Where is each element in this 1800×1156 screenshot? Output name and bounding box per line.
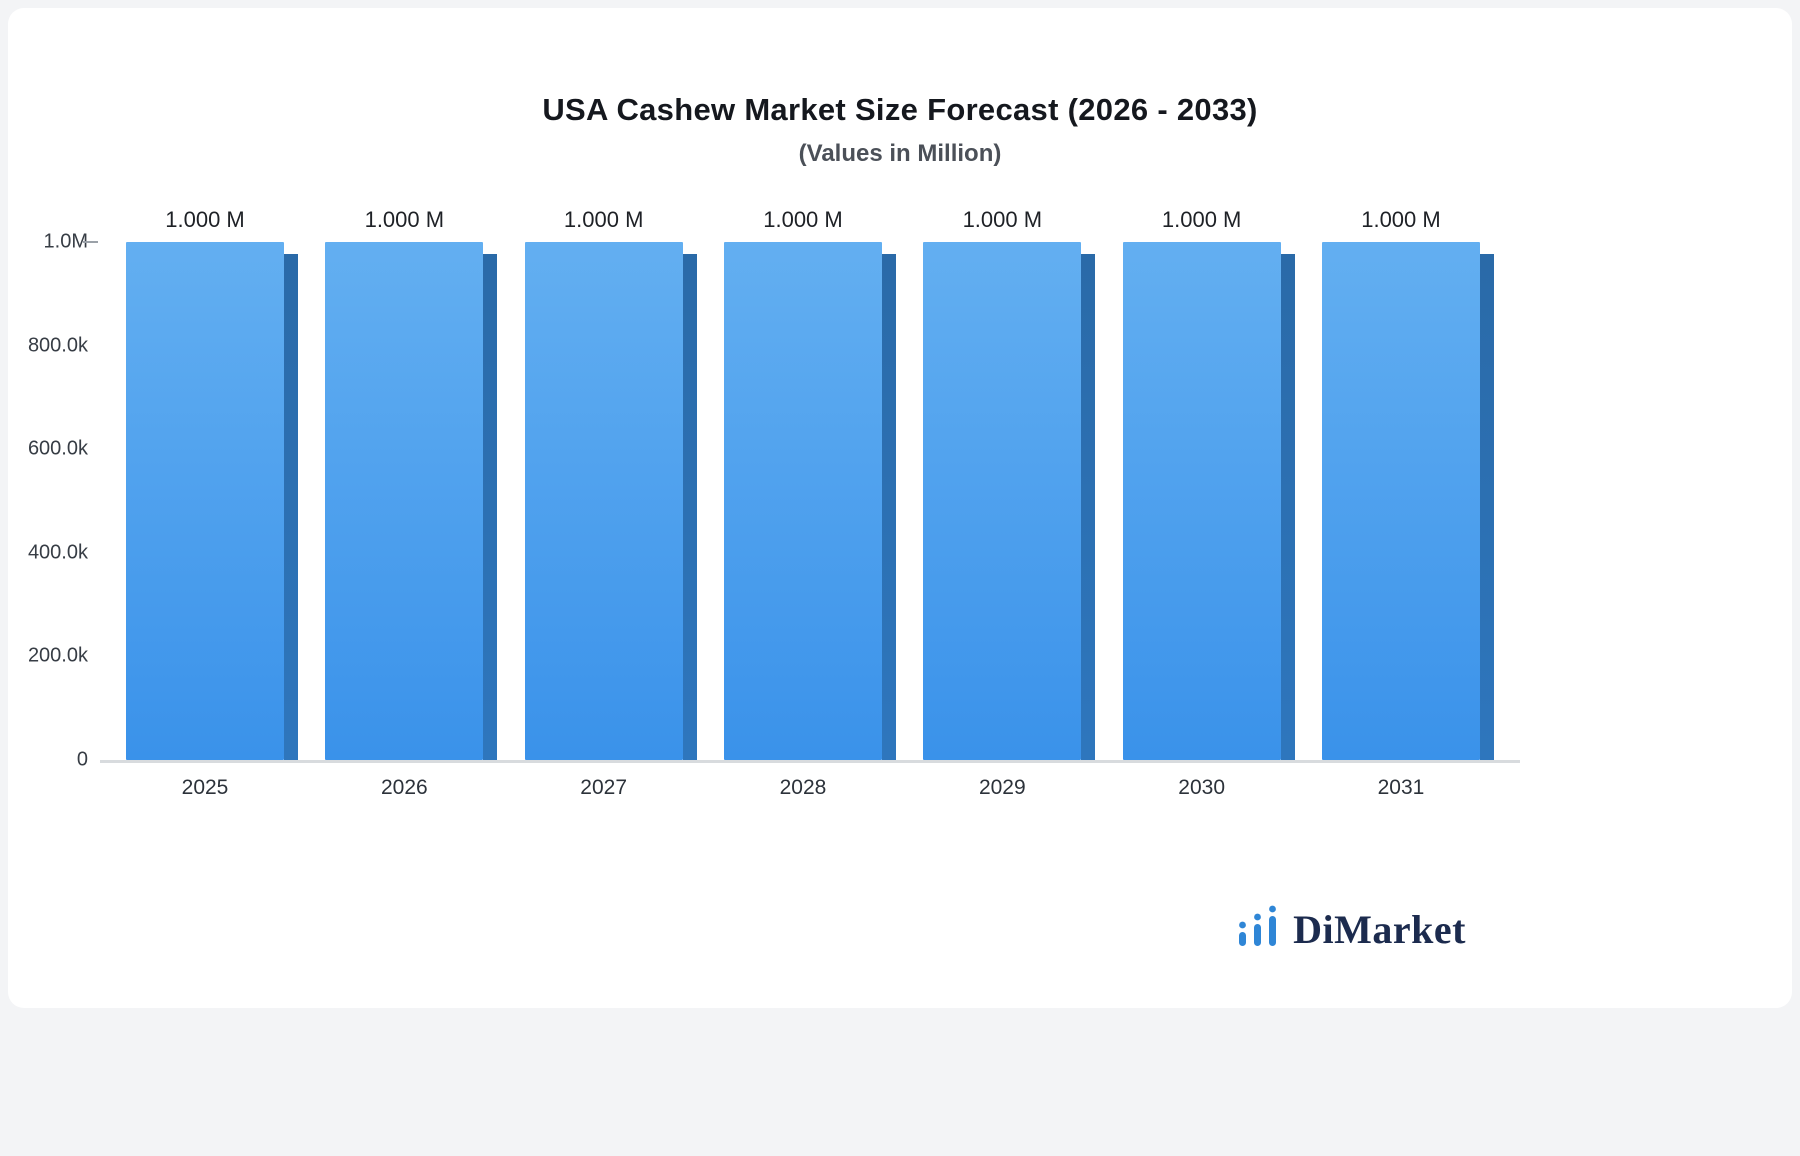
x-axis-label: 2025 — [181, 776, 229, 799]
bar-slot: 1.000 M — [923, 207, 1096, 760]
bar-value-label: 1.000 M — [165, 207, 245, 232]
bar-slot: 1.000 M — [1321, 207, 1494, 760]
brand-logo-text: DiMarket — [1293, 907, 1466, 952]
bar-2031: 1.000 M — [1321, 207, 1494, 760]
bar-slot: 1.000 M — [524, 207, 697, 760]
bar-2026: 1.000 M — [325, 207, 498, 760]
bar-2028: 1.000 M — [723, 207, 896, 760]
brand-logo: DiMarket — [1236, 900, 1466, 950]
bar-side-shadow — [1479, 254, 1494, 760]
chart-card: USA Cashew Market Size Forecast (2026 - … — [8, 8, 1792, 1008]
bar-2027: 1.000 M — [524, 207, 697, 760]
bar-fill — [1321, 242, 1480, 760]
y-axis-labels: 1.0M 800.0k 600.0k 400.0k 200.0k 0 — [0, 231, 88, 771]
y-axis-tick-label: 1.0M — [43, 230, 88, 253]
bar-slot: 1.000 M — [1122, 207, 1295, 760]
bar-side-shadow — [682, 254, 697, 760]
bar-value-label: 1.000 M — [563, 207, 644, 232]
bar-side-shadow — [881, 254, 896, 760]
chart-subtitle: (Values in Million) — [798, 140, 1002, 167]
bar-chart-logo-icon — [1239, 905, 1277, 946]
bar-value-label: 1.000 M — [364, 207, 445, 232]
bar-side-shadow — [1280, 254, 1295, 760]
bar-fill — [524, 242, 683, 760]
bar-side-shadow — [1081, 254, 1096, 760]
y-axis-tick-label: 200.0k — [27, 644, 88, 667]
x-axis-label: 2029 — [978, 776, 1026, 799]
bar-fill — [1122, 242, 1281, 760]
bar-fill — [723, 242, 882, 760]
plot-area: 1.0M 800.0k 600.0k 400.0k 200.0k 0 1.000 M 1.0… — [28, 207, 1520, 771]
bar-2029: 1.000 M — [923, 207, 1096, 760]
chart-title: USA Cashew Market Size Forecast (2026 - … — [542, 92, 1258, 127]
x-axis-label: 2030 — [1178, 776, 1225, 799]
bar-value-label: 1.000 M — [763, 207, 843, 232]
bar-fill — [923, 242, 1082, 760]
bar-side-shadow — [483, 254, 498, 760]
bar-value-label: 1.000 M — [1161, 207, 1242, 232]
bar-2025: 1.000 M — [126, 207, 298, 760]
bar-slot: 1.000 M — [325, 207, 498, 760]
bars-row: 1.000 M 1.000 M 1.000 M 1.000 M 1.000 M 1.000… — [100, 207, 1520, 760]
bar-slot: 1.000 M — [723, 207, 896, 760]
chart: 1.0M 800.0k 600.0k 400.0k 200.0k 0 1.000 M 1.0… — [28, 207, 1520, 800]
y-axis-tick-label: 800.0k — [27, 334, 88, 357]
x-axis-labels: 2025 2026 2027 2028 2029 2030 2031 — [100, 776, 1520, 800]
bar-fill — [325, 242, 484, 760]
x-axis-label: 2027 — [580, 776, 628, 799]
bar-value-label: 1.000 M — [1361, 207, 1441, 232]
x-axis-label: 2028 — [779, 776, 827, 799]
bar-side-shadow — [284, 254, 298, 760]
y-axis-tick-label: 0 — [76, 748, 88, 771]
bar-fill — [126, 242, 284, 760]
bar-2030: 1.000 M — [1122, 207, 1295, 760]
y-axis-tick-label: 400.0k — [27, 541, 88, 564]
bar-slot: 1.000 M — [126, 207, 298, 760]
x-axis-label: 2026 — [380, 776, 428, 799]
y-axis-tick-mark — [83, 241, 98, 243]
bar-value-label: 1.000 M — [962, 207, 1043, 232]
logo-bars — [1239, 905, 1277, 946]
x-axis-label: 2031 — [1377, 776, 1425, 799]
y-axis-tick-label: 600.0k — [27, 437, 88, 460]
